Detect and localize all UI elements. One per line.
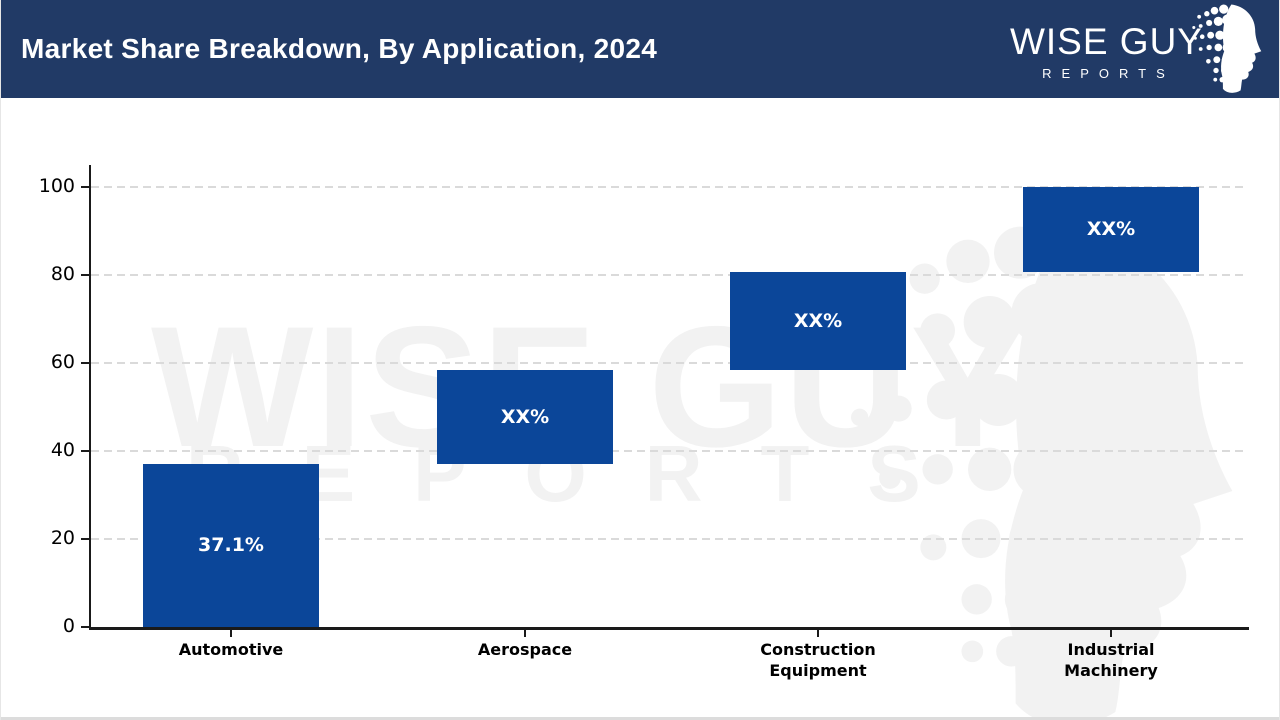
gridline-20	[91, 538, 1247, 540]
x-label-aerospace: Aerospace	[405, 640, 645, 661]
gridline-60	[91, 362, 1247, 364]
bar-value-label: XX%	[1086, 218, 1136, 241]
x-label-automotive: Automotive	[111, 640, 351, 661]
y-tick-40	[81, 450, 89, 452]
bar-industrial-machinery: XX%	[1023, 187, 1199, 272]
x-label-construction-equipment: Construction Equipment	[698, 640, 938, 682]
bar-value-label: XX%	[793, 309, 843, 332]
bar-value-label: 37.1%	[198, 534, 264, 557]
y-tick-label-80: 80	[50, 263, 75, 285]
y-tick-label-20: 20	[50, 527, 75, 549]
x-label-industrial-machinery: Industrial Machinery	[991, 640, 1231, 682]
y-tick-label-0: 0	[62, 615, 75, 637]
bar-aerospace: XX%	[437, 370, 613, 464]
logo-text: WISE GUY REPORTS	[1010, 23, 1203, 80]
bar-value-label: XX%	[500, 405, 550, 428]
header-bar: Market Share Breakdown, By Application, …	[1, 0, 1279, 98]
y-tick-label-60: 60	[50, 351, 75, 373]
x-tick-construction-equipment	[817, 630, 819, 637]
x-label-line: Industrial	[1067, 640, 1155, 659]
y-tick-label-40: 40	[50, 439, 75, 461]
x-label-line: Automotive	[178, 640, 284, 659]
y-tick-80	[81, 274, 89, 276]
y-tick-20	[81, 538, 89, 540]
x-tick-aerospace	[524, 630, 526, 637]
page-title: Market Share Breakdown, By Application, …	[21, 33, 658, 64]
x-tick-automotive	[230, 630, 232, 637]
bar-construction-equipment: XX%	[730, 271, 906, 371]
x-label-line: Machinery	[1064, 660, 1158, 680]
wiseguy-logo: WISE GUY REPORTS	[1010, 3, 1265, 95]
x-label-line: Aerospace	[477, 640, 573, 659]
bar-automotive: 37.1%	[143, 463, 319, 627]
gridline-100	[91, 186, 1247, 188]
y-tick-label-100: 100	[38, 175, 75, 197]
logo-subtitle: REPORTS	[1042, 65, 1175, 81]
y-tick-60	[81, 362, 89, 364]
bottom-border	[1, 717, 1279, 720]
x-axis-line	[89, 627, 1249, 630]
y-tick-100	[81, 186, 89, 188]
x-label-line: Construction	[760, 640, 876, 659]
wiseguy-face-icon	[1192, 4, 1262, 93]
logo-wordmark: WISE GUY	[1009, 20, 1203, 62]
x-label-line: Equipment	[769, 660, 867, 680]
gridline-40	[91, 450, 1247, 452]
y-axis-line	[89, 165, 91, 629]
y-tick-0	[81, 626, 89, 628]
gridline-80	[91, 274, 1247, 276]
x-tick-industrial-machinery	[1110, 630, 1112, 637]
